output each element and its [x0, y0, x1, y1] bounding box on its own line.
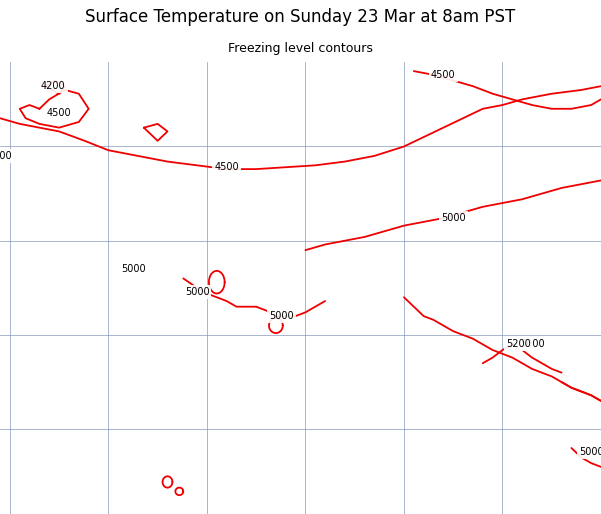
Text: 5000: 5000 — [185, 287, 209, 297]
Text: 5000: 5000 — [579, 447, 601, 457]
Text: 5000: 5000 — [121, 264, 146, 274]
Text: 5200: 5200 — [506, 339, 531, 350]
Text: 4500: 4500 — [431, 70, 456, 80]
Text: 4200: 4200 — [41, 81, 66, 91]
Text: 5000: 5000 — [269, 311, 294, 321]
Text: 5000: 5000 — [441, 213, 466, 223]
Text: 5000: 5000 — [520, 339, 545, 350]
Text: Freezing level contours: Freezing level contours — [228, 42, 373, 54]
Text: 4500: 4500 — [0, 151, 12, 161]
Text: 4500: 4500 — [215, 162, 239, 172]
Text: 4500: 4500 — [47, 107, 72, 118]
Text: Surface Temperature on Sunday 23 Mar at 8am PST: Surface Temperature on Sunday 23 Mar at … — [85, 8, 516, 26]
